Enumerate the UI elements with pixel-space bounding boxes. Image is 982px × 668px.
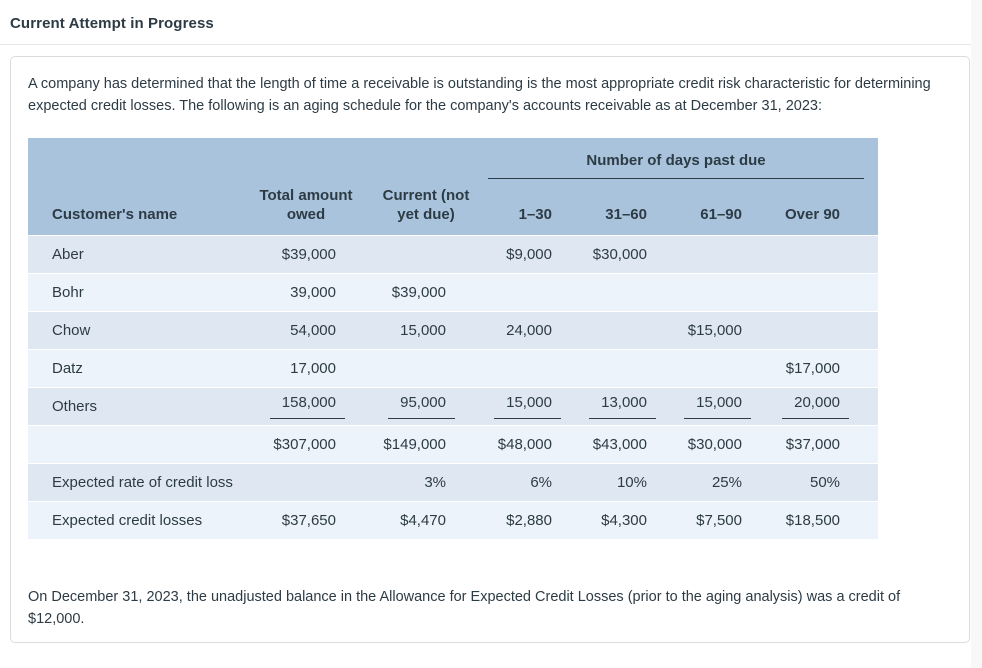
page-right-gutter (971, 0, 982, 668)
table-cell: 39,000 (246, 272, 366, 311)
table-cell (366, 348, 486, 387)
underlined-value: 13,000 (589, 394, 656, 419)
table-cell: $39,000 (246, 234, 366, 273)
table-cell: $4,300 (566, 500, 661, 539)
table-cell: $4,470 (366, 500, 486, 539)
question-note-text: On December 31, 2023, the unadjusted bal… (28, 589, 901, 627)
table-cell: $2,880 (486, 500, 566, 539)
table-cell: 50% (756, 462, 879, 501)
table-cell (566, 310, 661, 349)
table-cell (486, 348, 566, 387)
table-cell (661, 272, 756, 311)
aging-schedule-table: Number of days past due Customer's name … (28, 138, 879, 539)
table-cell: $7,500 (661, 500, 756, 539)
days-past-due-group-header: Number of days past due (486, 138, 879, 179)
table-cell: $149,000 (366, 424, 486, 463)
table-cell: 13,000 (566, 386, 661, 425)
table-cell: $39,000 (366, 272, 486, 311)
group-header-label: Number of days past due (488, 152, 865, 179)
row-label-cell: Expected rate of credit loss (28, 462, 246, 501)
table-cell: $37,000 (756, 424, 879, 463)
table-cell (661, 234, 756, 273)
underlined-value: 20,000 (782, 394, 850, 419)
table-cell: $37,650 (246, 500, 366, 539)
col-header-total-owed: Total amount owed (246, 179, 366, 235)
attempt-status-bar: Current Attempt in Progress (0, 0, 982, 45)
col-header-61-90: 61–90 (661, 179, 756, 235)
table-cell (756, 272, 879, 311)
group-header-row: Number of days past due (28, 138, 879, 179)
table-cell: $17,000 (756, 348, 879, 387)
header-spacer (28, 138, 486, 179)
table-cell: 17,000 (246, 348, 366, 387)
underlined-value: 15,000 (494, 394, 561, 419)
column-header-row: Customer's name Total amount owed Curren… (28, 179, 879, 235)
col-header-1-30: 1–30 (486, 179, 566, 235)
table-cell: $18,500 (756, 500, 879, 539)
table-row-totals: $307,000 $149,000 $48,000 $43,000 $30,00… (28, 424, 879, 463)
table-cell: $15,000 (661, 310, 756, 349)
table-cell: $307,000 (246, 424, 366, 463)
table-cell (756, 310, 879, 349)
customer-name-cell: Chow (28, 310, 246, 349)
table-cell (486, 272, 566, 311)
table-cell: 20,000 (756, 386, 879, 425)
underlined-value: 95,000 (388, 394, 455, 419)
table-cell (566, 272, 661, 311)
question-card: A company has determined that the length… (10, 56, 970, 643)
table-cell: 15,000 (486, 386, 566, 425)
customer-name-cell: Bohr (28, 272, 246, 311)
table-cell: $30,000 (661, 424, 756, 463)
table-row-expected-losses: Expected credit losses $37,650 $4,470 $2… (28, 500, 879, 539)
table-row-bohr: Bohr 39,000 $39,000 (28, 272, 879, 311)
table-cell (756, 234, 879, 273)
table-cell: $43,000 (566, 424, 661, 463)
table-cell: 15,000 (661, 386, 756, 425)
table-cell (246, 462, 366, 501)
table-cell (566, 348, 661, 387)
col-header-current: Current (not yet due) (366, 179, 486, 235)
table-cell (661, 348, 756, 387)
table-cell (366, 234, 486, 273)
row-label-cell: Expected credit losses (28, 500, 246, 539)
table-cell: 3% (366, 462, 486, 501)
table-cell: 54,000 (246, 310, 366, 349)
table-cell: 24,000 (486, 310, 566, 349)
table-cell: 15,000 (366, 310, 486, 349)
col-header-31-60: 31–60 (566, 179, 661, 235)
table-row-chow: Chow 54,000 15,000 24,000 $15,000 (28, 310, 879, 349)
table-row-datz: Datz 17,000 $17,000 (28, 348, 879, 387)
page-title: Current Attempt in Progress (10, 14, 214, 32)
question-intro-text: A company has determined that the length… (28, 76, 931, 114)
table-row-aber: Aber $39,000 $9,000 $30,000 (28, 234, 879, 273)
underlined-value: 158,000 (269, 394, 345, 419)
customer-name-cell: Aber (28, 234, 246, 273)
customer-name-cell (28, 424, 246, 463)
customer-name-cell: Datz (28, 348, 246, 387)
table-row-others: Others 158,000 95,000 15,000 13,000 15,0… (28, 386, 879, 425)
customer-name-cell: Others (28, 386, 246, 425)
table-cell: $30,000 (566, 234, 661, 273)
underlined-value: 15,000 (684, 394, 751, 419)
table-cell: 6% (486, 462, 566, 501)
table-cell: 158,000 (246, 386, 366, 425)
table-cell: 95,000 (366, 386, 486, 425)
table-cell: 10% (566, 462, 661, 501)
table-row-expected-rate: Expected rate of credit loss 3% 6% 10% 2… (28, 462, 879, 501)
col-header-over-90: Over 90 (756, 179, 879, 235)
table-cell: 25% (661, 462, 756, 501)
col-header-customer-name: Customer's name (28, 179, 246, 235)
table-cell: $48,000 (486, 424, 566, 463)
table-cell: $9,000 (486, 234, 566, 273)
